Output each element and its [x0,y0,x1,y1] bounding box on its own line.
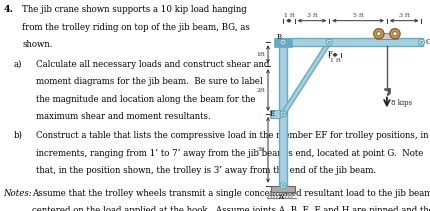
Bar [271,186,295,192]
Polygon shape [281,41,331,115]
Bar [270,110,280,118]
Bar [274,38,292,47]
Text: moment diagrams for the jib beam.  Be sure to label: moment diagrams for the jib beam. Be sur… [36,77,263,87]
Circle shape [374,29,384,39]
Text: centered on the load applied at the hook.  Assume joints A, B, E, F and H are pi: centered on the load applied at the hook… [32,206,430,211]
Circle shape [282,113,284,115]
Text: 4.: 4. [3,5,13,14]
Text: F: F [328,50,333,58]
Bar [279,42,287,186]
Circle shape [420,41,423,43]
Text: B: B [277,33,282,41]
Bar [376,33,398,39]
Text: maximum shear and moment resultants.: maximum shear and moment resultants. [36,112,211,122]
Circle shape [390,29,400,39]
Text: 5 ft: 5 ft [353,13,363,18]
Text: Calculate all necessary loads and construct shear and: Calculate all necessary loads and constr… [36,60,270,69]
Text: 1 ft: 1 ft [330,58,341,63]
Text: Assume that the trolley wheels transmit a single concentrated resultant load to : Assume that the trolley wheels transmit … [32,189,430,198]
Bar [282,38,423,46]
Text: that, in the position shown, the trolley is 3’ away from the end of the jib beam: that, in the position shown, the trolley… [36,166,376,175]
Circle shape [280,183,286,189]
Text: shown.: shown. [22,40,53,49]
Circle shape [282,41,284,43]
Text: 2ft: 2ft [257,88,265,93]
Circle shape [393,32,397,36]
Circle shape [418,39,424,45]
Text: Notes:: Notes: [3,189,32,198]
Text: 8 kips: 8 kips [391,99,412,107]
Circle shape [280,111,286,117]
Text: 3ft: 3ft [257,147,265,152]
Text: the magnitude and location along the beam for the: the magnitude and location along the bea… [36,95,256,104]
Text: from the trolley riding on top of the jib beam, BG, as: from the trolley riding on top of the ji… [22,23,250,32]
Circle shape [282,184,284,187]
Text: A: A [278,193,283,201]
Circle shape [326,39,332,45]
Text: 3 ft: 3 ft [399,13,409,18]
Text: a): a) [14,60,22,69]
Text: Construct a table that lists the compressive load in the member EF for trolley p: Construct a table that lists the compres… [36,131,430,140]
Circle shape [280,39,286,45]
Text: increments, ranging from 1’ to 7’ away from the jib beam’s end, located at point: increments, ranging from 1’ to 7’ away f… [36,149,424,158]
Text: b): b) [14,131,23,140]
Text: 1 ft: 1 ft [283,13,294,18]
Text: The jib crane shown supports a 10 kip load hanging: The jib crane shown supports a 10 kip lo… [22,5,247,14]
Text: E: E [270,110,275,118]
Text: 3 ft: 3 ft [307,13,317,18]
Circle shape [328,41,331,43]
Text: G: G [425,38,430,46]
Text: 1ft: 1ft [257,52,265,57]
Circle shape [377,32,381,36]
